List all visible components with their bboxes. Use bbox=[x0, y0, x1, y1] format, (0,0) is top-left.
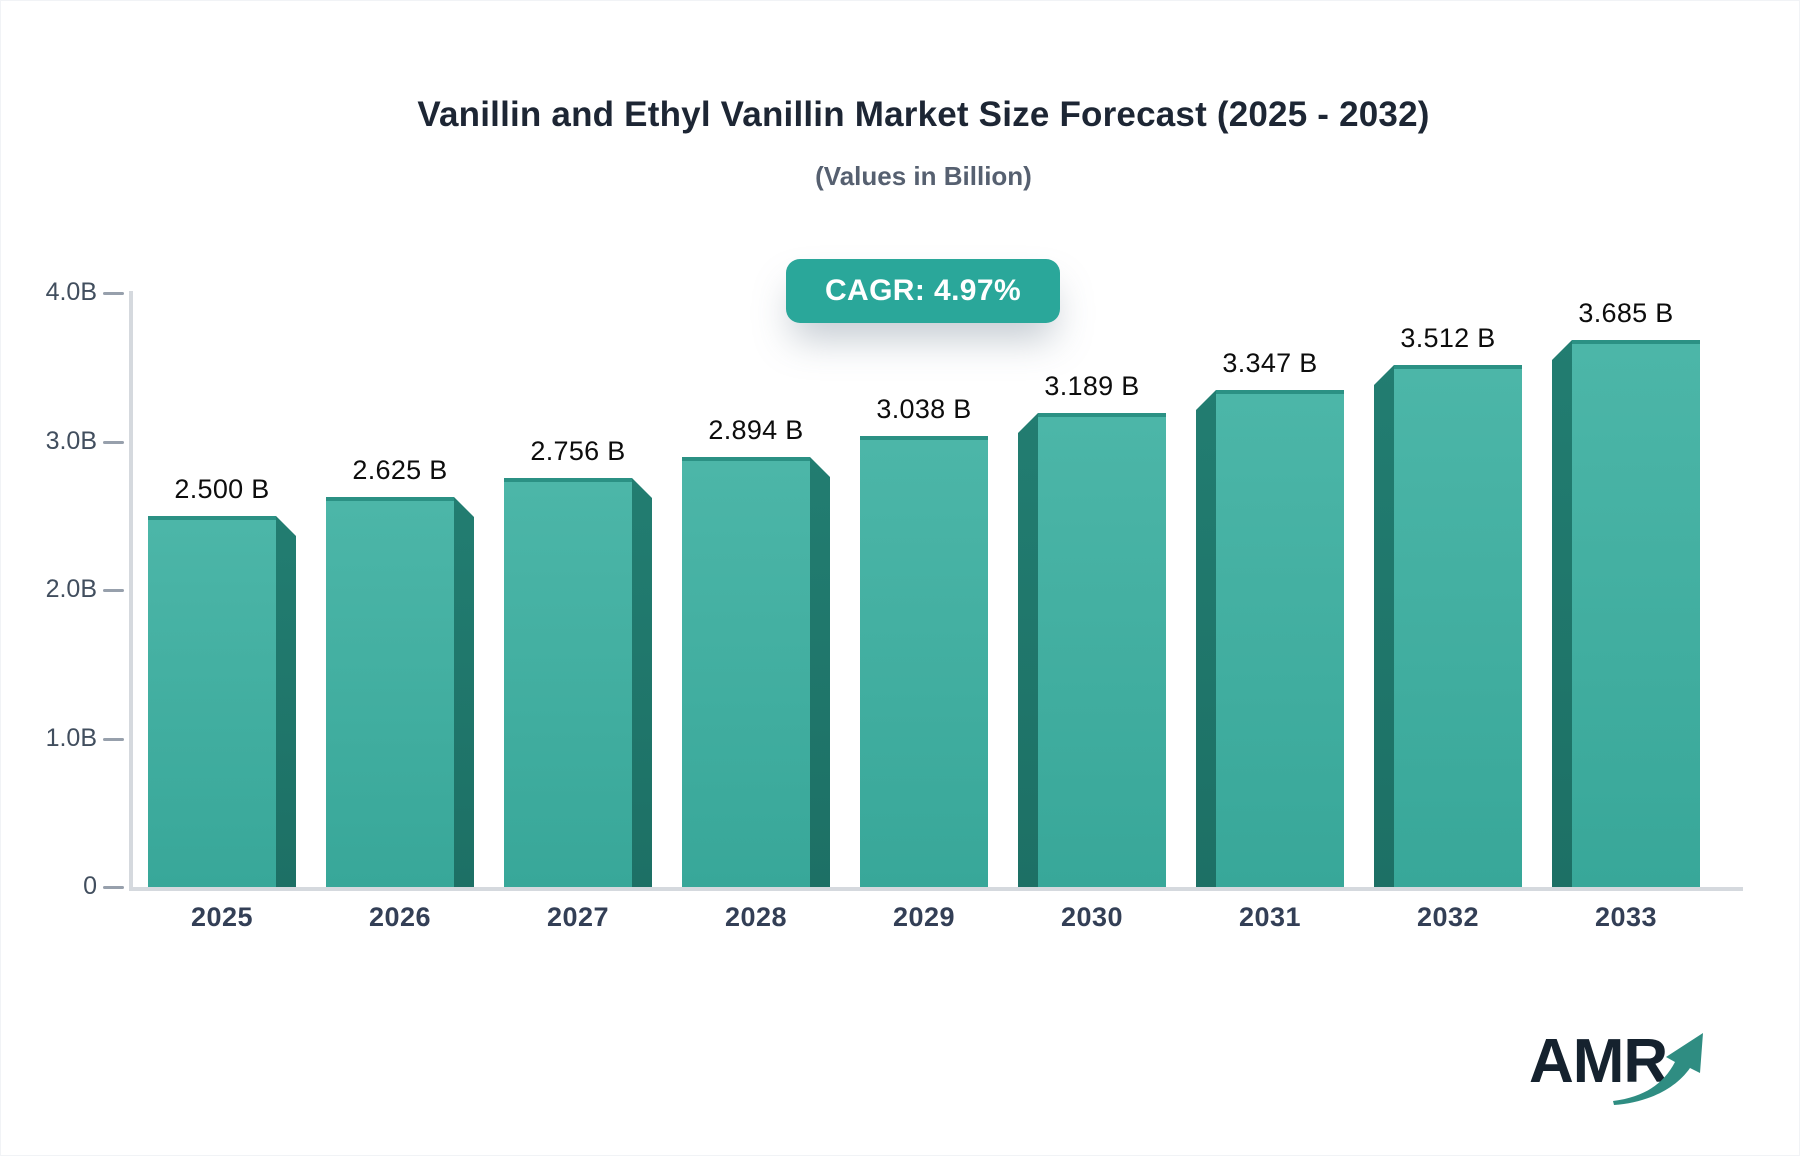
bar-value-label: 2.894 B bbox=[708, 415, 804, 445]
bar-2031 bbox=[1216, 390, 1344, 887]
bar-2029 bbox=[860, 436, 988, 887]
cagr-badge: CAGR: 4.97% bbox=[786, 259, 1060, 323]
amr-logo: AMR bbox=[1529, 1031, 1769, 1131]
x-axis-label: 2033 bbox=[1594, 902, 1658, 932]
x-axis-label: 2029 bbox=[892, 902, 956, 932]
bar-value-label: 3.347 B bbox=[1222, 348, 1318, 378]
y-axis-tick bbox=[103, 886, 124, 889]
bar-side-face bbox=[276, 516, 296, 887]
x-axis-label: 2030 bbox=[1060, 902, 1124, 932]
chart-title: Vanillin and Ethyl Vanillin Market Size … bbox=[417, 95, 1430, 134]
bar-value-label: 3.685 B bbox=[1578, 298, 1674, 328]
bar-2033 bbox=[1572, 340, 1700, 887]
y-axis-tick-label: 2.0B bbox=[45, 575, 97, 603]
amr-logo-text: AMR bbox=[1529, 1027, 1668, 1096]
chart-subtitle: (Values in Billion) bbox=[815, 161, 1032, 191]
x-axis-label: 2027 bbox=[546, 902, 610, 932]
y-axis-tick-label: 1.0B bbox=[45, 723, 97, 752]
bar-2027 bbox=[504, 478, 632, 887]
y-axis-tick-label: 4.0B bbox=[45, 278, 97, 306]
bar-value-label: 2.756 B bbox=[530, 436, 626, 466]
y-axis-tick-label: 0 bbox=[83, 872, 97, 900]
bar-2032 bbox=[1394, 365, 1522, 887]
x-axis-label: 2028 bbox=[724, 902, 788, 932]
x-axis-label: 2031 bbox=[1238, 902, 1302, 932]
x-axis-line bbox=[129, 887, 1743, 891]
y-axis-tick bbox=[103, 737, 124, 741]
bar-2028 bbox=[682, 457, 810, 887]
y-axis-tick bbox=[103, 589, 124, 592]
y-axis-line bbox=[129, 291, 133, 891]
bar-2030 bbox=[1038, 413, 1166, 887]
bar-side-face bbox=[1374, 365, 1394, 887]
y-axis-tick bbox=[103, 292, 124, 295]
x-axis-label: 2032 bbox=[1416, 902, 1480, 932]
bar-side-face bbox=[1018, 413, 1038, 887]
bar-value-label: 3.038 B bbox=[876, 394, 972, 424]
bar-side-face bbox=[632, 478, 652, 887]
y-axis-tick bbox=[103, 440, 124, 444]
growth-arrow-icon bbox=[1611, 1025, 1725, 1112]
bar-value-label: 3.512 B bbox=[1400, 323, 1496, 353]
bar-value-label: 2.500 B bbox=[174, 474, 270, 504]
bar-value-label: 3.189 B bbox=[1044, 371, 1140, 401]
bar-value-label: 2.625 B bbox=[352, 455, 448, 485]
bar-side-face bbox=[454, 497, 474, 887]
bar-side-face bbox=[810, 457, 830, 887]
x-axis-label: 2025 bbox=[190, 902, 254, 932]
x-axis-label: 2026 bbox=[368, 902, 432, 932]
bar-side-face bbox=[1552, 340, 1572, 887]
bar-2025 bbox=[148, 516, 276, 887]
bar-2026 bbox=[326, 497, 454, 887]
y-axis-tick-label: 3.0B bbox=[45, 426, 97, 455]
bar-side-face bbox=[1196, 390, 1216, 887]
